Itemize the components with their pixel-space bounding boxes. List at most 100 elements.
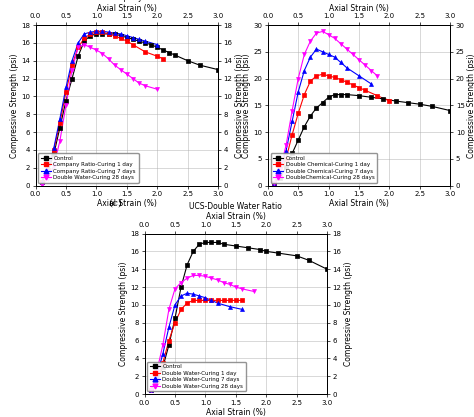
Point: [226, 303, 234, 310]
Point: [86, 29, 94, 35]
Point: [105, 55, 112, 62]
Point: [147, 387, 155, 394]
Point: [319, 71, 326, 78]
Point: [159, 351, 166, 357]
Point: [81, 35, 88, 42]
Point: [50, 163, 57, 169]
Point: [159, 55, 167, 62]
Legend: Control, Company Ratio-Curing 1 day, Company Ratio-Curing 7 days, Double Water-C: Control, Company Ratio-Curing 1 day, Com…: [38, 153, 138, 183]
Point: [105, 30, 112, 37]
Point: [313, 30, 320, 36]
Point: [226, 281, 234, 288]
Point: [184, 58, 191, 64]
Point: [129, 34, 137, 41]
Point: [81, 41, 88, 48]
Point: [208, 239, 215, 246]
Point: [325, 51, 332, 58]
Point: [238, 297, 246, 304]
Point: [325, 94, 332, 100]
Legend: Control, Double Water-Curing 1 day, Double Water-Curing 7 days, Double Water-Cur: Control, Double Water-Curing 1 day, Doub…: [147, 362, 246, 391]
Point: [129, 41, 137, 48]
Point: [294, 110, 302, 117]
Point: [56, 120, 64, 126]
Point: [201, 294, 209, 301]
Point: [62, 88, 70, 95]
Y-axis label: Compressive Strength (psi): Compressive Strength (psi): [10, 53, 19, 158]
Point: [349, 82, 357, 88]
Point: [74, 44, 82, 50]
X-axis label: Axial Strain (%): Axial Strain (%): [97, 199, 157, 208]
Point: [135, 38, 143, 45]
Point: [38, 178, 46, 185]
Point: [313, 105, 320, 111]
Point: [141, 38, 149, 45]
Point: [343, 46, 351, 53]
Point: [325, 31, 332, 38]
Point: [331, 35, 338, 42]
Point: [165, 337, 173, 344]
Point: [165, 49, 173, 56]
Point: [214, 66, 222, 73]
Point: [92, 28, 100, 35]
Point: [62, 98, 70, 104]
Point: [195, 272, 203, 279]
Point: [50, 146, 57, 153]
Point: [208, 297, 215, 304]
Point: [86, 44, 94, 50]
Point: [74, 44, 82, 50]
Point: [50, 145, 57, 151]
Point: [183, 275, 191, 281]
Point: [319, 99, 326, 106]
Point: [428, 103, 436, 110]
Point: [294, 75, 302, 82]
Point: [86, 33, 94, 39]
Y-axis label: Compressive Strength (psi): Compressive Strength (psi): [344, 261, 353, 366]
Point: [349, 51, 357, 58]
Y-axis label: Compressive Strength (psi): Compressive Strength (psi): [242, 53, 251, 158]
Point: [183, 300, 191, 306]
Point: [56, 116, 64, 122]
Point: [38, 181, 46, 188]
Point: [147, 387, 155, 394]
Point: [165, 342, 173, 348]
Y-axis label: Compressive Strength (psi): Compressive Strength (psi): [235, 53, 244, 158]
Point: [256, 246, 264, 253]
Point: [117, 33, 125, 39]
Point: [165, 324, 173, 331]
Point: [177, 279, 185, 286]
Point: [190, 291, 197, 297]
Point: [201, 239, 209, 246]
Point: [355, 92, 363, 99]
Point: [50, 151, 57, 158]
Point: [343, 65, 351, 71]
Point: [153, 377, 161, 384]
Point: [343, 79, 351, 85]
Point: [282, 142, 290, 149]
Point: [305, 257, 313, 264]
Point: [44, 166, 52, 173]
Point: [129, 36, 137, 43]
Point: [81, 30, 88, 37]
Point: [307, 38, 314, 45]
Point: [44, 176, 52, 183]
Point: [301, 91, 308, 98]
Point: [323, 266, 331, 273]
Point: [86, 30, 94, 37]
Point: [129, 75, 137, 82]
Point: [288, 107, 296, 114]
Point: [232, 243, 239, 249]
Point: [117, 35, 125, 42]
Point: [374, 73, 381, 79]
Point: [183, 290, 191, 296]
Point: [208, 297, 215, 304]
Point: [117, 66, 125, 73]
Point: [301, 51, 308, 58]
Point: [141, 82, 149, 89]
Point: [195, 293, 203, 299]
Point: [244, 244, 252, 251]
Point: [343, 91, 351, 98]
Point: [307, 78, 314, 85]
Point: [250, 288, 258, 295]
Point: [154, 86, 161, 93]
Point: [171, 286, 179, 292]
